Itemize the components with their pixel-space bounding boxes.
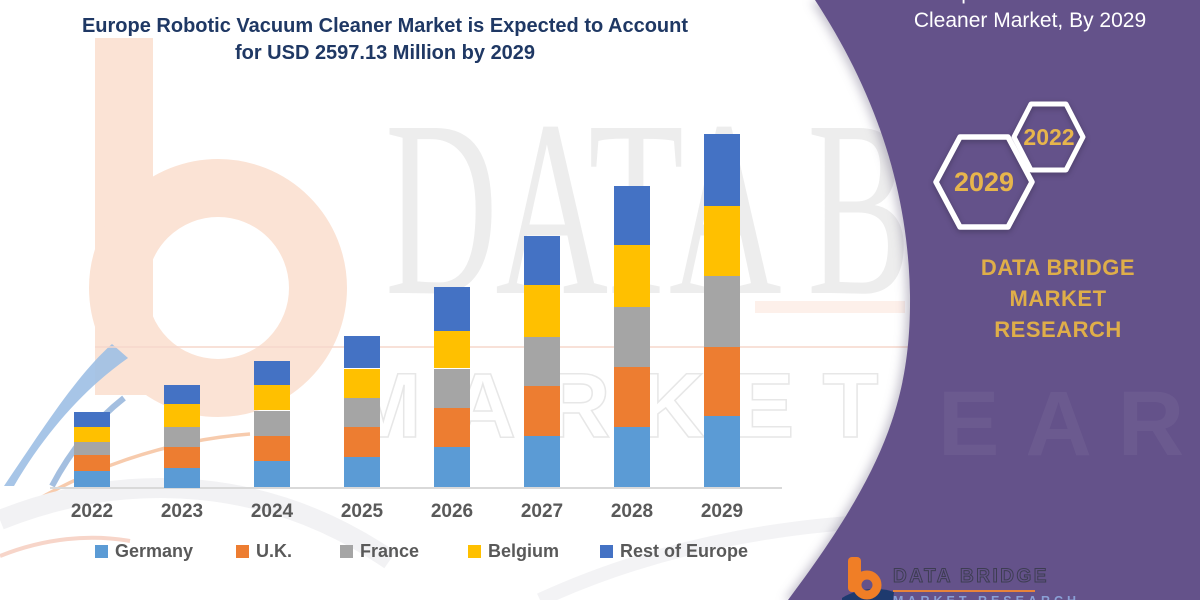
bar-segment-2024-germany — [254, 461, 290, 488]
hexagon-large-label: 2029 — [954, 167, 1014, 197]
watermark-pink-arc — [0, 535, 131, 558]
watermark-peach-band — [755, 301, 905, 313]
bar-segment-2026-rest-of-europe — [434, 286, 470, 331]
bar-segment-2022-belgium — [74, 427, 110, 442]
watermark-on-purple: EARCH — [938, 373, 1200, 475]
x-axis-label-2028: 2028 — [610, 501, 654, 522]
legend-item-france: France — [340, 541, 420, 561]
bar-segment-2022-france — [74, 441, 110, 456]
chart-title: Europe Robotic Vacuum Cleaner Market is … — [30, 13, 740, 67]
bar-segment-2027-germany — [524, 435, 560, 488]
footer-b-logo-icon — [842, 557, 894, 600]
legend-swatch — [95, 545, 108, 558]
chart-title-line1: Europe Robotic Vacuum Cleaner Market is … — [81, 15, 689, 37]
legend-label: France — [360, 541, 420, 561]
watermark-gray-swoosh-left — [0, 478, 396, 569]
watermark-pink-line — [95, 346, 1085, 348]
bar-segment-2029-u-k- — [704, 346, 740, 416]
bar-segment-2024-rest-of-europe — [254, 360, 290, 386]
bar-segment-2022-germany — [74, 470, 110, 488]
bar-segment-2025-belgium — [344, 368, 380, 399]
hexagon-small — [1011, 101, 1086, 173]
footer-brand-subtitle: MARKET RESEARCH — [893, 594, 1080, 600]
bar-segment-2022-u-k- — [74, 455, 110, 471]
bar-segment-2026-germany — [434, 446, 470, 488]
side-title-line: Cleaner Market, By 2029 — [913, 9, 1147, 32]
bar-segment-2029-france — [704, 275, 740, 347]
purple-ribbon-shape — [788, 0, 1200, 600]
bar-segment-2029-belgium — [704, 205, 740, 276]
bar-segment-2023-belgium — [164, 404, 200, 427]
footer-underline — [893, 590, 1035, 592]
bar-segment-2024-belgium — [254, 385, 290, 411]
bar-segment-2027-rest-of-europe — [524, 235, 560, 285]
legend-swatch — [236, 545, 249, 558]
x-axis-label-2024: 2024 — [250, 501, 294, 522]
legend-label: Rest of Europe — [620, 541, 749, 561]
side-title-partial-line: Europe Robotic Vacuum — [880, 0, 1180, 7]
bar-segment-2025-france — [344, 398, 380, 427]
bar-segment-2023-germany — [164, 467, 200, 488]
brand-text-line2: RESEARCH — [994, 317, 1122, 342]
x-axis-label-2027: 2027 — [520, 501, 564, 522]
legend-item-u-k-: U.K. — [236, 541, 292, 561]
hexagon-badges: 2029 2022 — [933, 101, 1086, 230]
bar-segment-2023-u-k- — [164, 447, 200, 468]
x-axis-label-2022: 2022 — [70, 501, 114, 522]
footer-brand-name: DATA BRIDGE — [893, 566, 1049, 588]
bar-segment-2028-u-k- — [614, 366, 650, 427]
bar-segment-2028-rest-of-europe — [614, 186, 650, 245]
legend-label: U.K. — [256, 541, 292, 561]
bar-segment-2025-u-k- — [344, 426, 380, 457]
bar-segment-2028-belgium — [614, 245, 650, 307]
legend-swatch — [600, 545, 613, 558]
hexagon-small-label: 2022 — [1023, 124, 1074, 150]
side-panel-title: Europe Robotic Vacuum Cleaner Market, By… — [880, 0, 1180, 35]
legend-swatch — [468, 545, 481, 558]
bar-segment-2028-france — [614, 306, 650, 367]
bar-segment-2026-belgium — [434, 330, 470, 369]
bar-segment-2023-rest-of-europe — [164, 385, 200, 405]
bar-segment-2026-u-k- — [434, 407, 470, 447]
bar-segment-2024-u-k- — [254, 435, 290, 462]
bar-segment-2029-rest-of-europe — [704, 134, 740, 206]
x-axis-label-2029: 2029 — [700, 501, 744, 522]
hexagon-large — [933, 134, 1035, 230]
bar-segment-2028-germany — [614, 426, 650, 488]
bar-segment-2027-france — [524, 336, 560, 386]
legend-label: Belgium — [488, 541, 560, 561]
legend-label: Germany — [115, 541, 194, 561]
bar-segment-2023-france — [164, 427, 200, 447]
bar-segment-2026-france — [434, 368, 470, 408]
x-axis-label-2025: 2025 — [340, 501, 384, 522]
legend-item-germany: Germany — [95, 541, 194, 561]
legend-item-rest-of-europe: Rest of Europe — [600, 541, 749, 561]
watermark-blue-swoosh — [4, 344, 128, 486]
bar-segment-2024-france — [254, 410, 290, 436]
chart-title-line2: for USD 2597.13 Million by 2029 — [234, 42, 536, 64]
bar-segment-2027-belgium — [524, 284, 560, 337]
footer-logo-bowl — [852, 570, 882, 600]
bar-segment-2025-germany — [344, 456, 380, 488]
legend-item-belgium: Belgium — [468, 541, 560, 561]
legend-swatch — [340, 545, 353, 558]
bar-segment-2025-rest-of-europe — [344, 335, 380, 369]
watermark-logo-bowl — [89, 159, 347, 417]
footer-brand: DATA BRIDGE MARKET RESEARCH — [830, 553, 1160, 600]
brand-text: DATA BRIDGE MARKET RESEARCH — [930, 252, 1186, 345]
bar-segment-2022-rest-of-europe — [74, 412, 110, 427]
brand-text-line1: DATA BRIDGE MARKET — [980, 255, 1136, 311]
bar-segment-2029-germany — [704, 415, 740, 488]
x-axis-label-2023: 2023 — [160, 501, 204, 522]
bar-segment-2027-u-k- — [524, 385, 560, 436]
x-axis-label-2026: 2026 — [430, 501, 474, 522]
x-axis-line — [50, 487, 782, 489]
